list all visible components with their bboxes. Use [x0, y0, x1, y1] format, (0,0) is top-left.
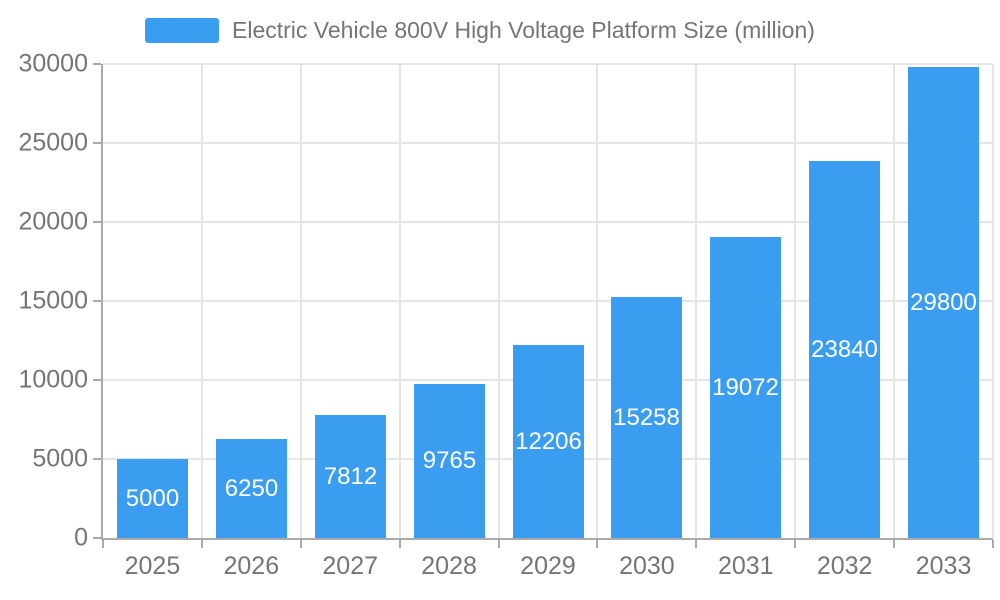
bar[interactable]: 12206: [513, 345, 584, 538]
bar-value-label: 12206: [515, 427, 582, 455]
y-axis-tick: [93, 379, 101, 381]
gridline-v: [794, 64, 797, 538]
gridline-v: [497, 64, 500, 538]
x-axis-tick: [200, 540, 203, 548]
bar-value-label: 7812: [323, 462, 378, 490]
y-axis-tick: [93, 63, 101, 65]
x-axis-tick: [695, 540, 698, 548]
bar[interactable]: 15258: [611, 297, 682, 538]
x-axis-tick: [893, 540, 896, 548]
bar-value-label: 29800: [910, 288, 977, 316]
x-tick-label: 2026: [223, 552, 280, 580]
y-tick-label: 15000: [18, 286, 88, 315]
gridline-h: [103, 300, 993, 302]
x-tick-label: 2031: [717, 552, 774, 580]
bar-value-label: 9765: [422, 447, 477, 474]
bar-value-label: 5000: [125, 484, 180, 512]
y-axis-tick: [93, 300, 101, 302]
y-tick-label: 0: [74, 523, 88, 552]
plot-area: 0 5000 10000 15000 20000 25000 30000 2025 2026 20…: [18, 50, 994, 580]
bar[interactable]: 29800: [908, 67, 979, 538]
gridline-h: [103, 221, 993, 223]
x-axis-tick: [794, 540, 797, 548]
y-tick-label: 20000: [18, 207, 88, 236]
x-axis-tick: [102, 540, 104, 548]
legend-label: Electric Vehicle 800V High Voltage Platf…: [232, 17, 815, 43]
y-axis-tick: [93, 221, 101, 223]
y-tick-label: 5000: [32, 444, 88, 473]
legend-item[interactable]: Electric Vehicle 800V High Voltage Platf…: [145, 17, 815, 44]
bar[interactable]: 5000: [117, 459, 188, 538]
bar-value-label: 23840: [811, 335, 878, 363]
y-axis-tick: [93, 537, 101, 539]
bar[interactable]: 23840: [809, 161, 880, 538]
bar-value-label: 19072: [712, 373, 779, 401]
legend-swatch: [145, 18, 219, 43]
x-axis-tick: [596, 540, 599, 548]
bar[interactable]: 9765: [414, 384, 485, 538]
x-axis-tick: [497, 540, 500, 548]
x-tick-label: 2033: [915, 552, 972, 580]
gridline-h: [103, 63, 993, 65]
x-tick-label: 2025: [124, 552, 181, 580]
x-axis-tick: [992, 540, 994, 548]
bar[interactable]: 6250: [216, 439, 287, 538]
gridline-v: [299, 64, 302, 538]
gridline-v: [596, 64, 599, 538]
y-axis-tick: [93, 458, 101, 460]
y-axis-tick: [93, 142, 101, 144]
x-axis-tick: [398, 540, 401, 548]
gridline-v: [200, 64, 203, 538]
gridline-v: [695, 64, 698, 538]
x-tick-label: 2032: [816, 552, 873, 580]
gridline-v: [398, 64, 401, 538]
gridline-v: [992, 64, 994, 538]
y-tick-label: 25000: [18, 128, 88, 157]
x-axis-tick: [299, 540, 302, 548]
x-tick-label: 2029: [520, 552, 576, 580]
gridline-h: [103, 142, 993, 144]
bar-value-label: 6250: [224, 474, 279, 502]
x-tick-label: 2027: [322, 552, 379, 580]
gridline-v: [893, 64, 896, 538]
y-tick-label: 10000: [18, 365, 88, 394]
bar-value-label: 15258: [613, 403, 680, 431]
x-tick-label: 2028: [421, 552, 477, 580]
bar[interactable]: 7812: [315, 415, 386, 538]
bar[interactable]: 19072: [710, 237, 781, 538]
y-tick-label: 30000: [18, 49, 88, 78]
x-tick-label: 2030: [619, 552, 675, 580]
